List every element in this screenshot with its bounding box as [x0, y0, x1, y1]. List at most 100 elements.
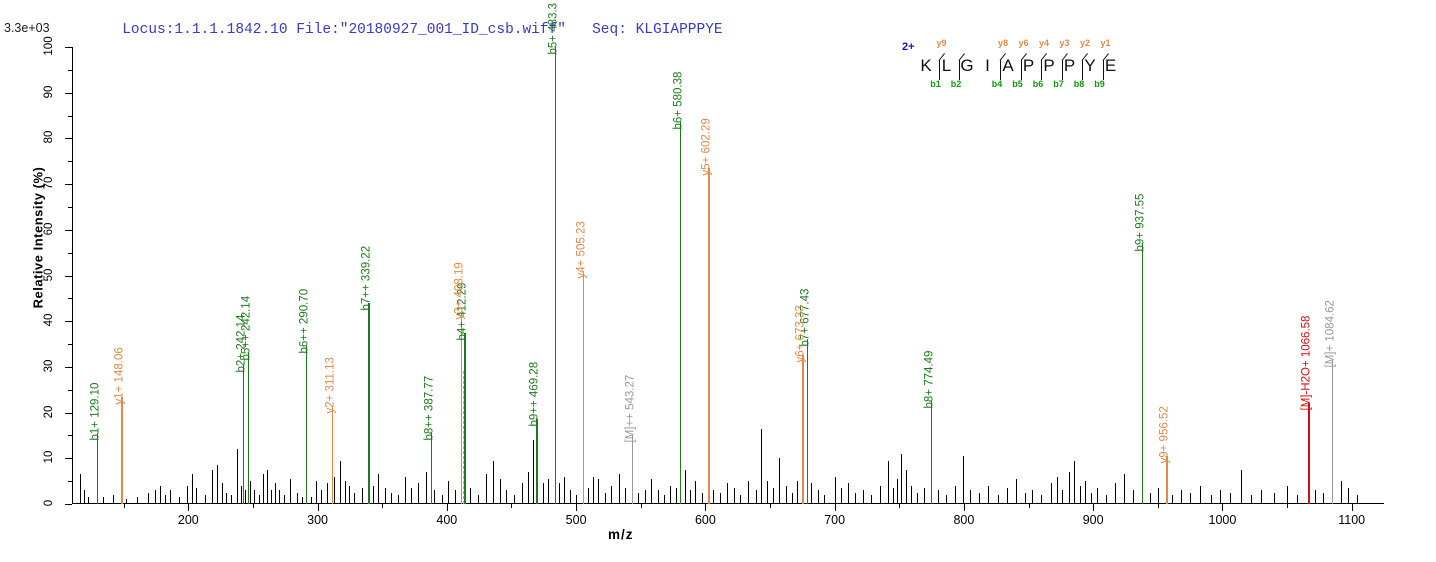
x-axis-tick: [317, 504, 319, 511]
y-axis-tick-label: 90: [43, 85, 55, 99]
noise-peak: [1210, 494, 1212, 504]
ion-peak[interactable]: [464, 332, 466, 504]
y-axis-minor-tick: [68, 435, 72, 437]
noise-peak: [1090, 492, 1092, 504]
ion-peak[interactable]: [1331, 360, 1334, 504]
ion-peak-label: b1+ 129.10: [89, 382, 102, 441]
noise-peak: [148, 492, 150, 504]
y-axis-tick: [65, 321, 72, 323]
noise-peak: [598, 478, 600, 504]
noise-peak: [311, 497, 313, 504]
ion-peak[interactable]: [305, 346, 307, 504]
ladder-b-ion-label: b7: [1053, 79, 1064, 89]
x-axis-tick: [188, 504, 190, 511]
noise-peak: [988, 485, 990, 504]
ion-peak-label: y3+ 408.19: [453, 262, 466, 320]
y-axis-minor-tick: [68, 115, 72, 117]
ion-peak-label: b8+ 774.49: [923, 350, 936, 409]
ion-peak[interactable]: [806, 339, 809, 504]
noise-peak: [1261, 490, 1263, 504]
noise-peak: [1287, 485, 1289, 504]
noise-peak: [779, 458, 781, 504]
ion-peak[interactable]: [331, 405, 334, 504]
ion-peak[interactable]: [680, 122, 682, 504]
noise-peak: [587, 488, 589, 504]
noise-peak: [230, 494, 232, 504]
ion-peak[interactable]: [431, 433, 433, 504]
noise-peak: [477, 494, 479, 504]
intensity-scale-note: 3.3e+03: [4, 21, 50, 35]
y-axis-tick: [65, 92, 72, 94]
ion-peak[interactable]: [632, 435, 634, 504]
ion-peak-label: [M]+ 1084.62: [1324, 300, 1337, 368]
noise-peak: [361, 488, 363, 504]
noise-peak: [1356, 494, 1358, 504]
ion-peak[interactable]: [1308, 403, 1310, 504]
y-axis-tick: [65, 366, 72, 368]
ion-peak[interactable]: [708, 168, 710, 504]
noise-peak: [1240, 469, 1242, 504]
noise-peak: [334, 476, 336, 504]
spectrum-header: Locus:1.1.1.1842.10 File:"20180927_001_I…: [0, 6, 1436, 38]
noise-peak: [426, 472, 428, 504]
ion-peak-label: b6++ 290.70: [298, 289, 311, 354]
noise-peak: [1230, 492, 1232, 504]
ion-peak[interactable]: [802, 355, 804, 504]
y-axis-tick-label: 60: [43, 222, 55, 236]
noise-peak: [433, 490, 435, 504]
ion-peak[interactable]: [368, 302, 370, 504]
noise-peak: [997, 494, 999, 504]
noise-peak: [1133, 490, 1135, 504]
x-axis-tick: [1351, 504, 1353, 511]
noise-peak: [448, 481, 450, 504]
noise-peak: [1097, 488, 1099, 504]
ion-peak-label: b7++ 339.22: [360, 245, 373, 311]
ladder-residue: Y: [1084, 56, 1096, 75]
noise-peak: [441, 494, 443, 504]
ion-peak[interactable]: [242, 364, 245, 504]
header-text: Locus:1.1.1.1842.10 File:"20180927_001_I…: [104, 22, 723, 38]
noise-peak: [1157, 488, 1159, 504]
noise-peak: [316, 481, 318, 504]
ladder-b-ion-label: b1: [930, 79, 941, 89]
noise-peak: [1080, 485, 1082, 504]
noise-peak: [493, 460, 495, 504]
y-axis-tick: [65, 504, 72, 505]
ion-peak[interactable]: [248, 353, 250, 504]
noise-peak: [267, 469, 269, 504]
ion-peak-label: b9+ 937.55: [1134, 193, 1147, 251]
ion-peak[interactable]: [582, 270, 585, 504]
noise-peak: [1073, 460, 1075, 504]
x-axis-minor-tick: [640, 504, 642, 508]
ion-peak[interactable]: [536, 419, 538, 504]
noise-peak: [892, 488, 894, 504]
ion-peak[interactable]: [930, 401, 933, 504]
ladder-y-ion-label: y8: [997, 38, 1008, 48]
x-axis-tick: [705, 504, 707, 511]
y-axis-tick-label: 40: [43, 313, 55, 327]
x-axis-minor-tick: [1287, 504, 1289, 508]
noise-peak: [470, 488, 472, 504]
noise-peak: [811, 483, 813, 504]
noise-peak: [684, 469, 686, 504]
noise-peak: [604, 492, 606, 504]
ion-peak[interactable]: [121, 396, 123, 504]
y-axis-tick: [65, 184, 72, 186]
noise-peak: [1274, 492, 1276, 504]
ion-peak[interactable]: [1141, 243, 1144, 504]
y-axis-line: [72, 47, 73, 504]
ion-peak[interactable]: [1166, 456, 1168, 504]
noise-peak: [701, 492, 703, 504]
noise-peak: [1106, 494, 1108, 504]
ion-peak[interactable]: [554, 47, 556, 504]
ion-peak[interactable]: [96, 433, 99, 504]
noise-peak: [695, 481, 697, 504]
noise-peak: [283, 494, 285, 504]
noise-peak: [855, 492, 857, 504]
noise-peak: [1181, 490, 1183, 504]
x-axis-tick: [446, 504, 448, 511]
noise-peak: [1006, 488, 1008, 504]
y-axis-minor-tick: [68, 206, 72, 208]
ion-peak[interactable]: [461, 312, 463, 504]
noise-peak: [962, 456, 964, 504]
